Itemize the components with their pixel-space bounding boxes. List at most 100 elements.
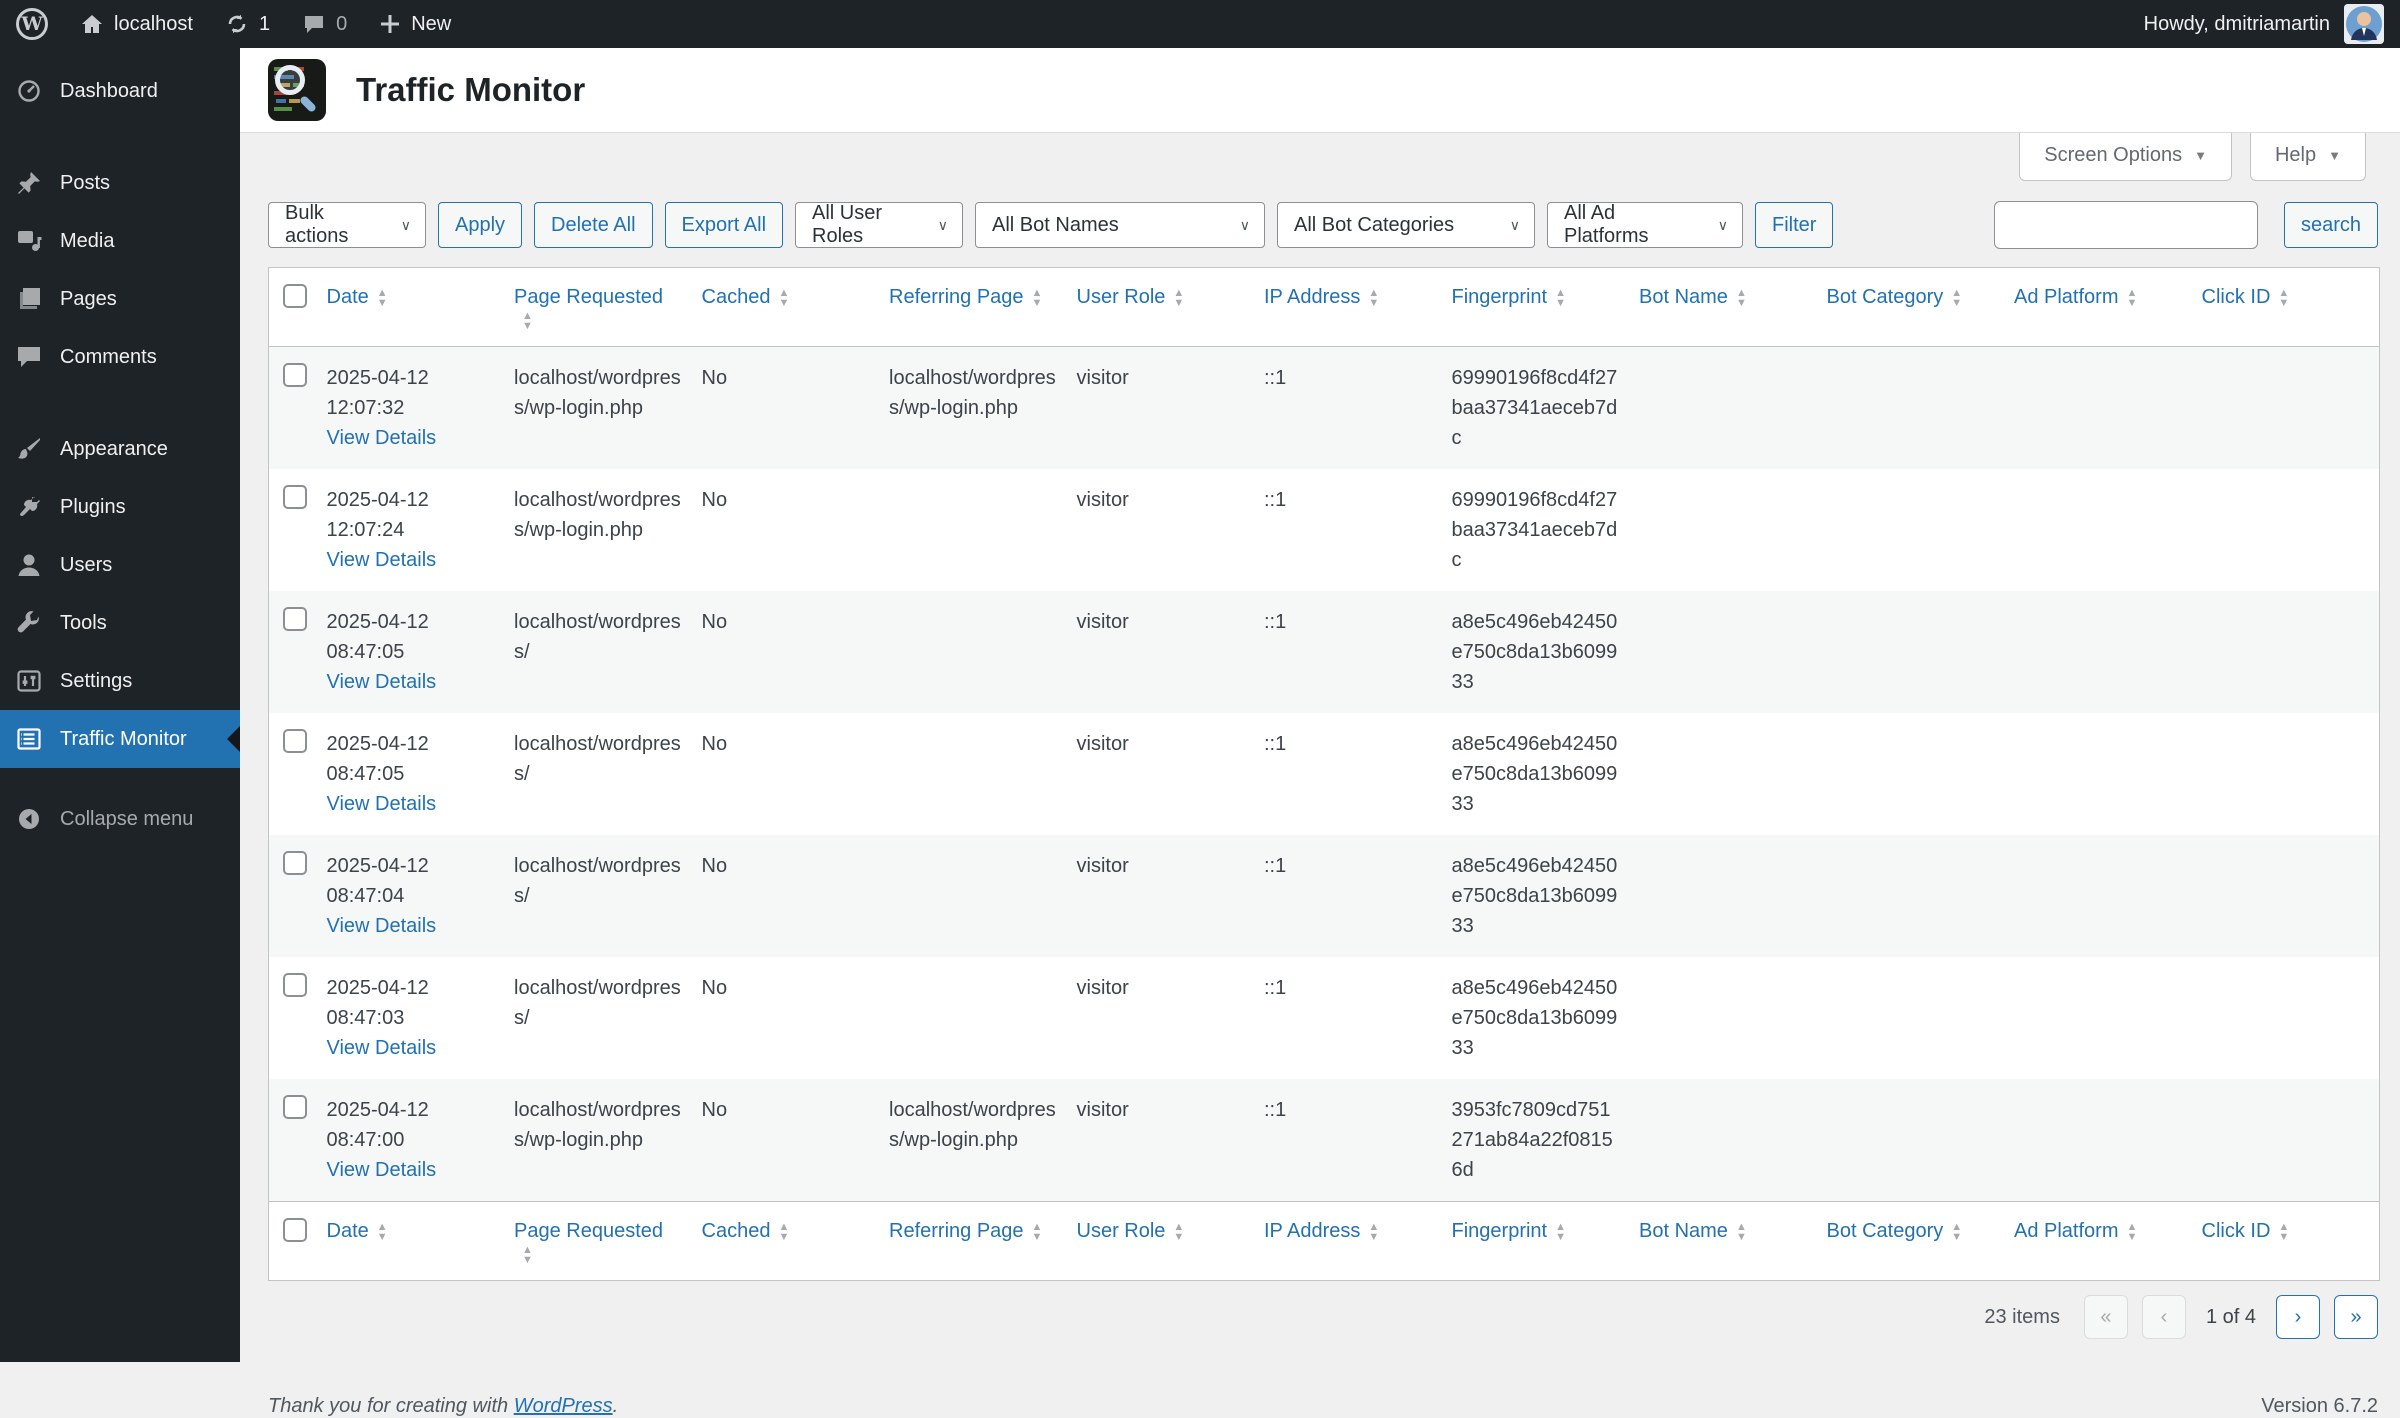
- column-label: Click ID: [2201, 1220, 2271, 1242]
- page-requested-value: localhost/wordpress/: [514, 733, 681, 785]
- bulk-actions-select[interactable]: Bulk actions ∨: [268, 202, 426, 248]
- bot-names-select[interactable]: All Bot Names ∨: [975, 202, 1266, 248]
- view-details-link[interactable]: View Details: [326, 915, 437, 937]
- select-all-checkbox[interactable]: [283, 284, 307, 308]
- user-avatar[interactable]: [2344, 4, 2384, 44]
- next-page-button[interactable]: ›: [2276, 1295, 2320, 1339]
- sidebar-item-comments[interactable]: Comments: [0, 328, 240, 386]
- sort-header-date[interactable]: Date ▲ ▼: [327, 286, 388, 308]
- sort-header-page-requested[interactable]: Page Requested ▲ ▼: [514, 1220, 663, 1265]
- new-content-menu[interactable]: New: [363, 0, 467, 48]
- sort-header-bot-category[interactable]: Bot Category ▲ ▼: [1827, 286, 1963, 308]
- sort-header-referring-page[interactable]: Referring Page ▲ ▼: [889, 286, 1042, 308]
- view-details-link[interactable]: View Details: [326, 1159, 437, 1181]
- bulk-actions-label: Bulk actions: [285, 202, 349, 247]
- items-count: 23 items: [1984, 1305, 2060, 1328]
- sidebar-item-tools[interactable]: Tools: [0, 594, 240, 652]
- user-role-value: visitor: [1076, 489, 1129, 511]
- delete-all-button[interactable]: Delete All: [534, 202, 653, 248]
- sidebar-item-label: Dashboard: [60, 79, 158, 102]
- bot-categories-select[interactable]: All Bot Categories ∨: [1277, 202, 1536, 248]
- sort-header-fingerprint[interactable]: Fingerprint ▲ ▼: [1452, 286, 1567, 308]
- version-text: Version 6.7.2: [2261, 1395, 2378, 1417]
- sort-header-ad-platform[interactable]: Ad Platform ▲ ▼: [2014, 286, 2137, 308]
- sidebar-item-pages[interactable]: Pages: [0, 270, 240, 328]
- howdy-account-link[interactable]: Howdy, dmitriamartin: [2143, 12, 2330, 35]
- sort-header-referring-page[interactable]: Referring Page ▲ ▼: [889, 1220, 1042, 1242]
- wordpress-link[interactable]: WordPress: [513, 1395, 613, 1417]
- sidebar-item-traffic-monitor[interactable]: Traffic Monitor: [0, 710, 240, 768]
- pushpin-icon: [14, 168, 44, 198]
- view-details-link[interactable]: View Details: [326, 671, 437, 693]
- row-checkbox[interactable]: [283, 1095, 307, 1119]
- sort-header-bot-name[interactable]: Bot Name ▲ ▼: [1639, 1220, 1747, 1242]
- user-roles-select[interactable]: All User Roles ∨: [795, 202, 964, 248]
- referring-page-value: localhost/wordpress/wp-login.php: [889, 367, 1056, 419]
- date-value: 2025-04-12 08:47:05: [326, 611, 429, 663]
- export-all-button[interactable]: Export All: [664, 202, 784, 248]
- traffic-monitor-plugin-icon: [268, 59, 326, 121]
- row-checkbox[interactable]: [283, 973, 307, 997]
- row-checkbox[interactable]: [283, 851, 307, 875]
- row-checkbox[interactable]: [283, 485, 307, 509]
- sort-header-date[interactable]: Date ▲ ▼: [327, 1220, 388, 1242]
- row-checkbox[interactable]: [283, 729, 307, 753]
- screen-options-button[interactable]: Screen Options ▼: [2019, 133, 2232, 181]
- ad-platforms-select[interactable]: All Ad Platforms ∨: [1547, 202, 1744, 248]
- ad-platform-value: [2004, 591, 2192, 713]
- wordpress-logo-menu[interactable]: W: [0, 0, 64, 48]
- sidebar-item-plugins[interactable]: Plugins: [0, 478, 240, 536]
- sort-header-cached[interactable]: Cached ▲ ▼: [702, 286, 790, 308]
- search-button[interactable]: search: [2283, 202, 2378, 248]
- sort-header-click-id[interactable]: Click ID ▲ ▼: [2202, 1220, 2290, 1242]
- site-name-link[interactable]: localhost: [64, 0, 209, 48]
- sort-header-ip-address[interactable]: IP Address ▲ ▼: [1264, 1220, 1379, 1242]
- sidebar-item-appearance[interactable]: Appearance: [0, 420, 240, 478]
- sort-header-ad-platform[interactable]: Ad Platform ▲ ▼: [2014, 1220, 2137, 1242]
- filter-button[interactable]: Filter: [1755, 202, 1834, 248]
- sort-header-user-role[interactable]: User Role ▲ ▼: [1077, 1220, 1185, 1242]
- pages-icon: [14, 284, 44, 314]
- sort-header-user-role[interactable]: User Role ▲ ▼: [1077, 286, 1185, 308]
- sidebar-item-posts[interactable]: Posts: [0, 154, 240, 212]
- view-details-link[interactable]: View Details: [326, 549, 437, 571]
- sidebar-item-settings[interactable]: Settings: [0, 652, 240, 710]
- sort-header-page-requested[interactable]: Page Requested ▲ ▼: [514, 286, 663, 331]
- updates-link[interactable]: 1: [209, 0, 286, 48]
- row-checkbox[interactable]: [283, 363, 307, 387]
- sort-header-ip-address[interactable]: IP Address ▲ ▼: [1264, 286, 1379, 308]
- comments-link[interactable]: 0: [286, 0, 363, 48]
- sort-header-fingerprint[interactable]: Fingerprint ▲ ▼: [1452, 1220, 1567, 1242]
- sort-header-cached[interactable]: Cached ▲ ▼: [702, 1220, 790, 1242]
- view-details-link[interactable]: View Details: [326, 1037, 437, 1059]
- apply-button[interactable]: Apply: [438, 202, 523, 248]
- sort-arrows-icon: ▲ ▼: [1555, 1220, 1566, 1243]
- sort-header-bot-name[interactable]: Bot Name ▲ ▼: [1639, 286, 1747, 308]
- search-input[interactable]: [1993, 201, 2258, 249]
- sort-arrows-icon: ▲ ▼: [778, 286, 790, 309]
- screen-options-label: Screen Options: [2044, 144, 2183, 166]
- bot-category-value: [1817, 713, 2005, 835]
- sort-arrows-icon: ▲ ▼: [2278, 286, 2290, 309]
- page-requested-value: localhost/wordpress/wp-login.php: [514, 367, 681, 419]
- collapse-menu-button[interactable]: Collapse menu: [0, 790, 240, 848]
- sort-header-click-id[interactable]: Click ID ▲ ▼: [2202, 286, 2290, 308]
- sidebar-item-media[interactable]: Media: [0, 212, 240, 270]
- settings-icon: [14, 666, 44, 696]
- view-details-link[interactable]: View Details: [326, 427, 437, 449]
- last-page-button[interactable]: »: [2334, 1295, 2378, 1339]
- select-all-checkbox[interactable]: [283, 1218, 307, 1242]
- user-role-value: visitor: [1076, 855, 1129, 877]
- column-label: Click ID: [2201, 286, 2271, 308]
- help-button[interactable]: Help ▼: [2249, 133, 2366, 181]
- sidebar-item-dashboard[interactable]: Dashboard: [0, 62, 240, 120]
- fingerprint-value: a8e5c496eb42450e750c8da13b609933: [1451, 733, 1618, 815]
- bot-name-value: [1629, 347, 1817, 470]
- sidebar-item-users[interactable]: Users: [0, 536, 240, 594]
- page-requested-value: localhost/wordpress/wp-login.php: [514, 1099, 681, 1151]
- sort-arrows-icon: ▲ ▼: [376, 286, 388, 309]
- row-checkbox[interactable]: [283, 607, 307, 631]
- column-label: IP Address: [1264, 1220, 1361, 1242]
- view-details-link[interactable]: View Details: [326, 793, 437, 815]
- sort-header-bot-category[interactable]: Bot Category ▲ ▼: [1827, 1220, 1963, 1242]
